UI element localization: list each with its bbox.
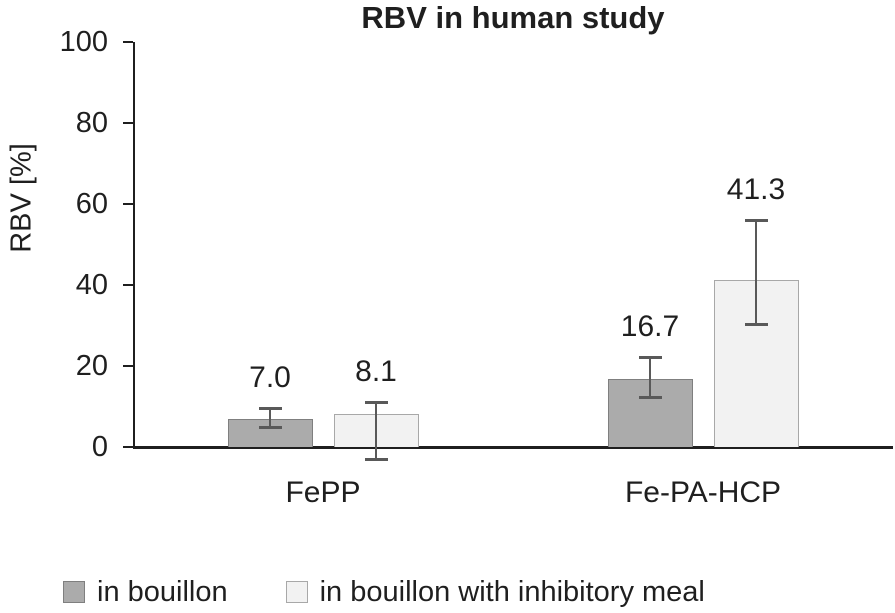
y-tick-mark (123, 122, 133, 124)
error-bar-cap-bottom-fepp-in-bouillon (258, 425, 282, 429)
y-tick-label: 100 (59, 26, 108, 58)
error-bar-cap-bottom-fe-pa-hcp-in-bouillon (638, 395, 662, 399)
y-tick-mark (123, 365, 133, 367)
error-bar-line-fepp-in-bouillon (269, 408, 271, 428)
legend-label: in bouillon with inhibitory meal (319, 576, 705, 608)
error-bar-cap-bottom-fepp-in-bouillon-with-inhibitory-meal (364, 457, 388, 461)
legend: in bouillon in bouillon with inhibitory m… (63, 576, 705, 608)
y-tick-label: 20 (75, 350, 108, 382)
legend-item-in-bouillon-with-inhibitory-meal: in bouillon with inhibitory meal (285, 576, 705, 608)
y-tick-label: 0 (91, 431, 108, 463)
legend-swatch-icon (63, 581, 85, 603)
category-label-fe-pa-hcp: Fe-PA-HCP (624, 476, 782, 509)
y-tick-label: 40 (75, 269, 108, 301)
bar-value-label-fe-pa-hcp-in-bouillon-with-inhibitory-meal: 41.3 (726, 173, 786, 207)
y-tick-mark (123, 203, 133, 205)
y-tick-label: 60 (75, 188, 108, 220)
error-bar-cap-top-fepp-in-bouillon (258, 407, 282, 411)
legend-swatch-icon (285, 581, 308, 603)
error-bar-line-fe-pa-hcp-in-bouillon-with-inhibitory-meal (755, 220, 757, 326)
error-bar-cap-top-fe-pa-hcp-in-bouillon (638, 356, 662, 360)
legend-item-in-bouillon: in bouillon (63, 576, 228, 608)
error-bar-cap-top-fe-pa-hcp-in-bouillon-with-inhibitory-meal (744, 219, 768, 223)
y-tick-label: 80 (75, 107, 108, 139)
error-bar-cap-bottom-fe-pa-hcp-in-bouillon-with-inhibitory-meal (744, 323, 768, 327)
bar-value-label-fepp-in-bouillon: 7.0 (249, 361, 291, 395)
y-tick-mark (123, 41, 133, 43)
chart-title: RBV in human study (361, 0, 665, 35)
y-tick-mark (123, 284, 133, 286)
category-label-fepp: FePP (285, 476, 361, 509)
legend-label: in bouillon (97, 576, 228, 608)
bar-value-label-fepp-in-bouillon-with-inhibitory-meal: 8.1 (355, 355, 397, 389)
x-axis-line (133, 446, 893, 449)
y-tick-mark (123, 446, 133, 448)
y-axis-line (133, 42, 135, 447)
error-bar-cap-top-fepp-in-bouillon-with-inhibitory-meal (364, 401, 388, 405)
error-bar-line-fe-pa-hcp-in-bouillon (649, 357, 651, 398)
error-bar-line-fepp-in-bouillon-with-inhibitory-meal (375, 402, 377, 460)
bar-value-label-fe-pa-hcp-in-bouillon: 16.7 (620, 310, 680, 344)
